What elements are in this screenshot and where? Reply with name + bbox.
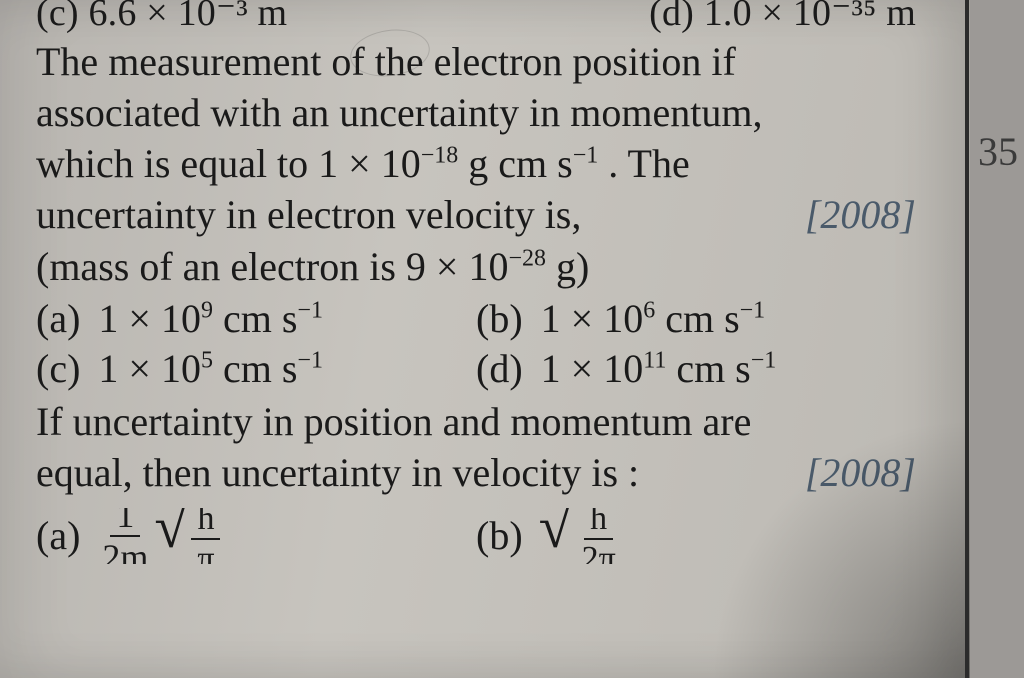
question-2-options: (a) 1 2m √ h π (b) √ xyxy=(36,508,946,564)
option-b-exp: 6 xyxy=(643,298,655,324)
q2-option-b-rad-num: h xyxy=(584,508,613,540)
q2-option-a-coef-num: 1 xyxy=(110,508,140,537)
prev-option-d: (d) 1.0 × 10⁻³⁵ m xyxy=(649,0,916,34)
page: (c) 6.6 × 10⁻³ m (d) 1.0 × 10⁻³⁵ m The m… xyxy=(0,0,970,678)
q2-option-a-rad-num: h xyxy=(191,508,220,540)
q2-option-a-radicand: h π xyxy=(187,508,226,564)
option-d-exp: 11 xyxy=(643,348,666,374)
q2-option-a-rad-den: π xyxy=(191,540,220,564)
q2-line2: equal, then uncertainty in velocity is : xyxy=(36,450,639,495)
option-a: (a) 1 × 109 cm s−1 xyxy=(36,294,476,344)
q2-option-a-coef-den: 2m xyxy=(96,537,154,564)
q2-option-a-rad-frac: h π xyxy=(191,508,220,564)
q1-line3-post: g cm s xyxy=(458,141,572,186)
option-a-unit: cm s xyxy=(213,296,297,341)
q2-option-a-label: (a) xyxy=(36,516,80,556)
margin-question-number: 35 xyxy=(978,128,1018,175)
option-c-val: 1 × 10 xyxy=(98,346,201,391)
q1-line5-post: g) xyxy=(546,244,589,289)
column-divider xyxy=(965,0,969,678)
q2-option-b-rad-den: 2π xyxy=(576,540,622,564)
option-d-unit: cm s xyxy=(666,346,750,391)
option-a-exp2: −1 xyxy=(297,298,323,324)
option-c-unit: cm s xyxy=(213,346,297,391)
q1-year-tag: [2008] xyxy=(805,189,916,240)
option-d-label: (d) xyxy=(476,346,523,391)
option-a-label: (a) xyxy=(36,296,80,341)
radical-icon: √ xyxy=(154,508,187,564)
question-2-text: If uncertainty in position and momentum … xyxy=(36,396,946,498)
q2-option-a: (a) 1 2m √ h π xyxy=(36,508,476,564)
option-c-label: (c) xyxy=(36,346,80,391)
q2-option-b: (b) √ h 2π xyxy=(476,508,916,564)
q1-line3-exp2: −1 xyxy=(573,143,599,169)
q1-line5-exp: −28 xyxy=(508,245,546,271)
radical-icon: √ xyxy=(539,508,572,564)
option-b: (b) 1 × 106 cm s−1 xyxy=(476,294,916,344)
option-b-label: (b) xyxy=(476,296,523,341)
q1-line3-pre: which is equal to 1 × 10 xyxy=(36,141,421,186)
option-d: (d) 1 × 1011 cm s−1 xyxy=(476,344,916,394)
q1-line1: The measurement of the electron position… xyxy=(36,39,736,84)
q2-option-a-coef: 1 2m xyxy=(96,508,154,564)
question-1-text: The measurement of the electron position… xyxy=(36,36,946,292)
option-c-exp: 5 xyxy=(201,348,213,374)
option-d-val: 1 × 10 xyxy=(541,346,644,391)
q1-line3-end: . The xyxy=(598,141,689,186)
q1-line5-pre: (mass of an electron is 9 × 10 xyxy=(36,244,508,289)
option-b-exp2: −1 xyxy=(740,298,766,324)
q1-line3-exp: −18 xyxy=(421,143,459,169)
q2-option-b-sqrt: √ h 2π xyxy=(539,508,628,564)
q2-option-b-radicand: h 2π xyxy=(572,508,628,564)
prev-option-c: (c) 6.6 × 10⁻³ m xyxy=(36,0,287,34)
option-c: (c) 1 × 105 cm s−1 xyxy=(36,344,476,394)
option-b-val: 1 × 10 xyxy=(541,296,644,341)
q2-option-a-sqrt: √ h π xyxy=(154,508,226,564)
q2-line1: If uncertainty in position and momentum … xyxy=(36,399,751,444)
option-b-unit: cm s xyxy=(655,296,739,341)
q2-option-b-label: (b) xyxy=(476,516,523,556)
q1-line4: uncertainty in electron velocity is, xyxy=(36,192,581,237)
question-1-options: (a) 1 × 109 cm s−1 (b) 1 × 106 cm s−1 (c… xyxy=(36,294,946,394)
option-c-exp2: −1 xyxy=(297,348,323,374)
option-d-exp2: −1 xyxy=(751,348,777,374)
prev-question-options-row: (c) 6.6 × 10⁻³ m (d) 1.0 × 10⁻³⁵ m xyxy=(36,0,946,34)
option-a-val: 1 × 10 xyxy=(98,296,201,341)
option-a-exp: 9 xyxy=(201,298,213,324)
q2-year-tag: [2008] xyxy=(805,447,916,498)
q2-option-b-rad-frac: h 2π xyxy=(576,508,622,564)
q1-line2: associated with an uncertainty in moment… xyxy=(36,90,762,135)
